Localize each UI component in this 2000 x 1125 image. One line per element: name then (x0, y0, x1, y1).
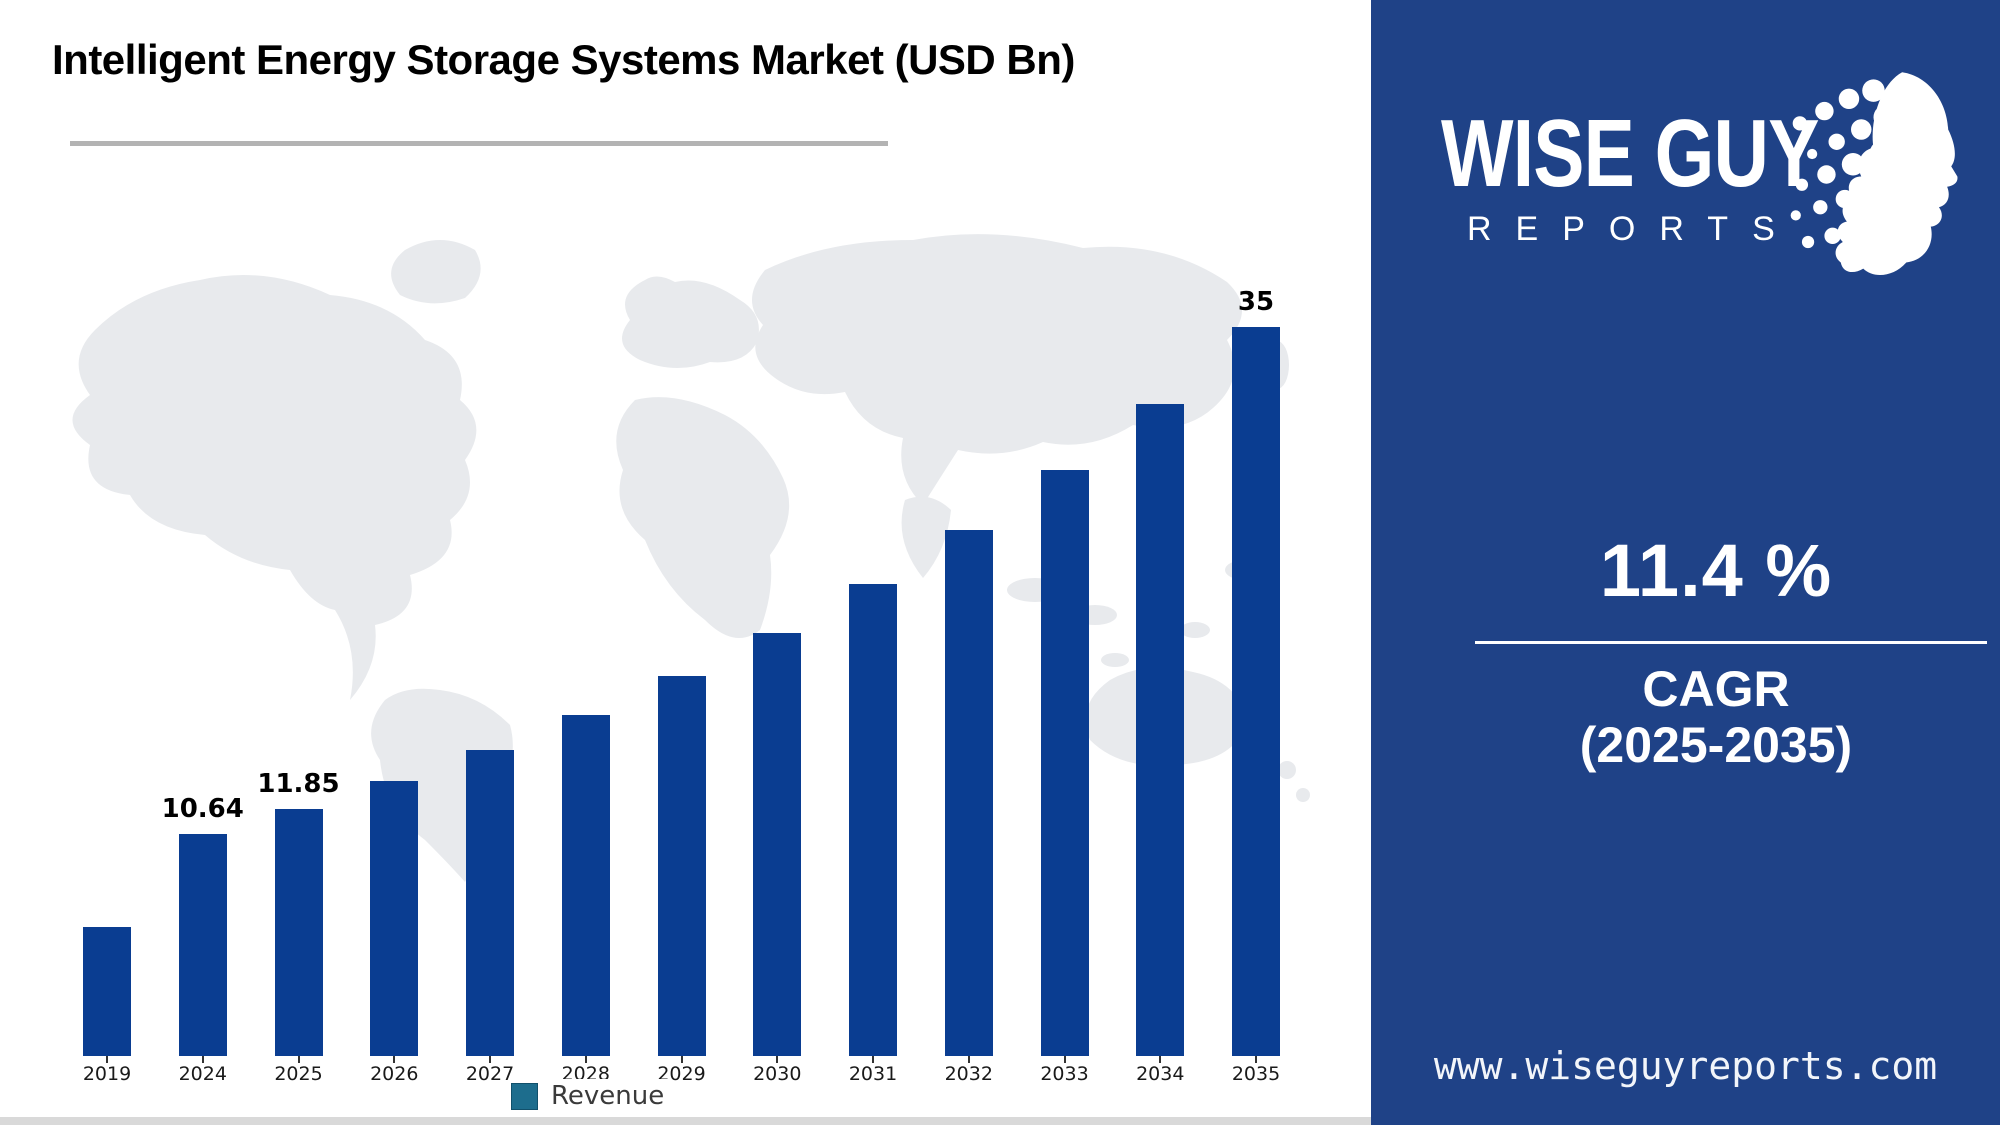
axis-tick-2026 (393, 1056, 396, 1063)
bar-2032 (944, 530, 993, 1056)
axis-tick-2029 (680, 1056, 683, 1063)
bar-column-2028: 2028 (538, 0, 634, 1125)
axis-tick-2024 (201, 1056, 204, 1063)
x-tick-label-2024: 2024 (178, 1063, 227, 1085)
bar-value-label-2035: 35 (1237, 287, 1275, 317)
website-url: www.wiseguyreports.com (1433, 1044, 1938, 1088)
bar-column-2031: 2031 (825, 0, 921, 1125)
bar-2035 (1232, 327, 1280, 1056)
axis-tick-2019 (106, 1056, 108, 1063)
chart-legend: Revenue (507, 1079, 675, 1113)
x-tick-label-2031: 2031 (848, 1063, 898, 1085)
bar-2029 (657, 676, 706, 1056)
bar-2028 (561, 715, 610, 1056)
x-tick-label-2033: 2033 (1040, 1063, 1089, 1085)
bar-column-2032: 2032 (921, 0, 1017, 1125)
axis-tick-2031 (872, 1056, 874, 1063)
cagr-divider (1475, 641, 1987, 644)
bar-column-2034: 2034 (1112, 0, 1208, 1125)
x-tick-label-2025: 2025 (274, 1063, 323, 1085)
bar-2019 (83, 927, 131, 1056)
axis-tick-2033 (1063, 1056, 1066, 1063)
bar-column-2019: 2019 (59, 0, 155, 1125)
bar-column-2029: 2029 (634, 0, 730, 1125)
bar-column-2026: 2026 (346, 0, 442, 1125)
bar-column-2035: 35 2035 (1208, 0, 1304, 1125)
bar-2025 (274, 809, 323, 1056)
wise-guy-head-icon (1790, 72, 1958, 275)
x-tick-label-2032: 2032 (944, 1063, 993, 1085)
bar-chart: 2019 10.64 2024 11.85 2025 2026 2027 2028 2029 20… (59, 0, 1304, 1125)
x-tick-label-2019: 2019 (82, 1063, 132, 1085)
legend-swatch-revenue (511, 1082, 538, 1110)
cagr-period: (2025-2035) (1579, 717, 1853, 773)
bar-2024 (178, 834, 227, 1056)
x-tick-label-2027: 2027 (465, 1063, 515, 1085)
bar-2031 (849, 584, 897, 1056)
axis-tick-2025 (297, 1056, 300, 1063)
cagr-label: CAGR (1642, 661, 1790, 717)
bar-value-label-2024: 10.64 (161, 794, 244, 824)
chart-area: Intelligent Energy Storage Systems Marke… (0, 0, 1371, 1125)
bar-value-label-2025: 11.85 (257, 769, 340, 799)
bar-2034 (1136, 404, 1185, 1056)
page-title: Intelligent Energy Storage Systems Marke… (52, 36, 1075, 83)
bottom-divider (0, 1117, 1371, 1125)
title-underline (70, 141, 888, 146)
wise-guy-logo-subtext: REPORTS (1467, 210, 1799, 248)
x-tick-label-2030: 2030 (753, 1063, 802, 1085)
bar-2027 (466, 750, 514, 1056)
wise-guy-logo-text: WISE GUY (1441, 100, 1819, 207)
bar-column-2033: 2033 (1017, 0, 1113, 1125)
axis-tick-2034 (1159, 1056, 1162, 1063)
cagr-value: 11.4 % (1599, 529, 1833, 612)
bar-2033 (1040, 470, 1089, 1056)
info-panel: WISE GUY REPORTS 11.4 % CAGR (2025-2035)… (1371, 0, 2000, 1125)
axis-tick-2032 (967, 1056, 970, 1063)
axis-tick-2028 (584, 1056, 587, 1063)
axis-tick-2035 (1255, 1056, 1257, 1063)
x-tick-label-2035: 2035 (1231, 1063, 1281, 1085)
x-tick-label-2026: 2026 (370, 1063, 419, 1085)
bar-column-2024: 10.64 2024 (155, 0, 251, 1125)
x-tick-label-2034: 2034 (1136, 1063, 1185, 1085)
axis-tick-2030 (776, 1056, 779, 1063)
bar-column-2030: 2030 (729, 0, 825, 1125)
bar-column-2025: 11.85 2025 (251, 0, 347, 1125)
bar-2030 (753, 633, 802, 1056)
legend-label: Revenue (551, 1081, 665, 1111)
axis-tick-2027 (489, 1056, 491, 1063)
bar-column-2027: 2027 (442, 0, 538, 1125)
bar-2026 (370, 781, 419, 1056)
